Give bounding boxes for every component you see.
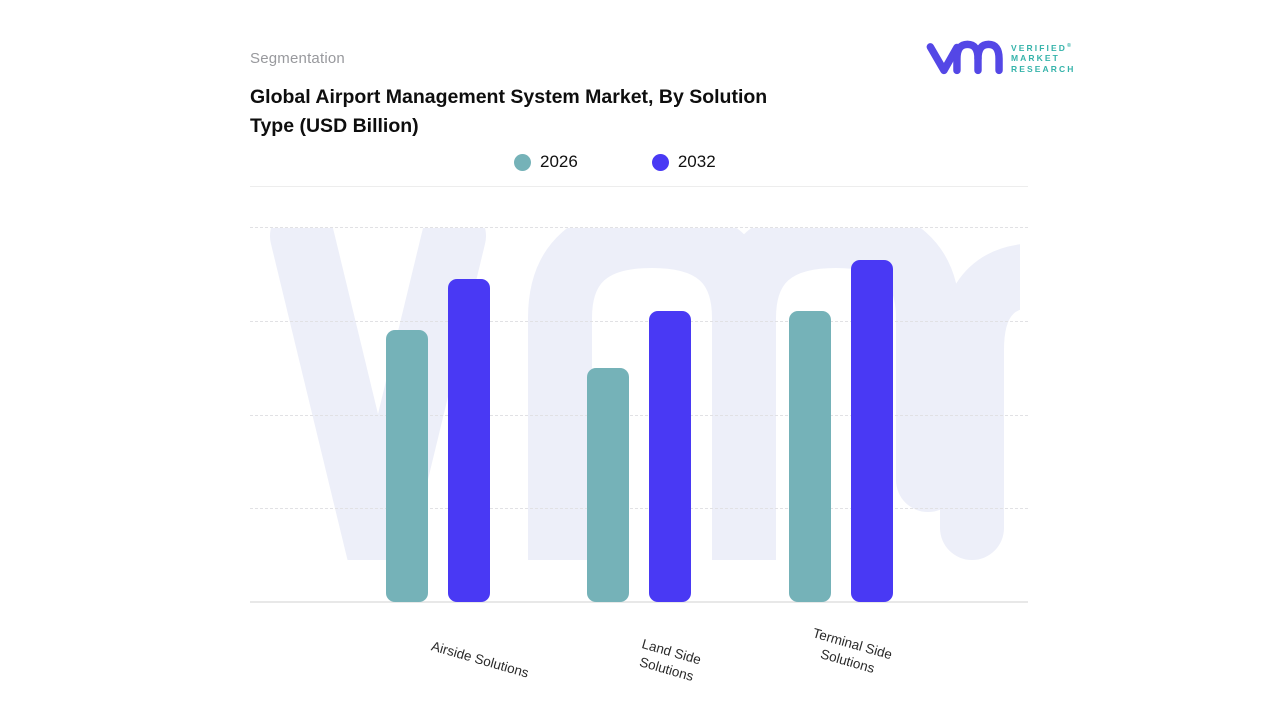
x-axis-label-line: Airside Solutions bbox=[429, 638, 531, 681]
x-axis-label-airside-solutions: Airside Solutions bbox=[401, 629, 560, 690]
legend-label-2032: 2032 bbox=[677, 152, 716, 171]
bar-2026-airside-solutions[interactable] bbox=[386, 330, 428, 602]
gridline bbox=[250, 414, 1028, 416]
gridline bbox=[250, 508, 1028, 510]
legend-dot-2026 bbox=[514, 153, 531, 171]
logo-wordmark-line2: MARKET bbox=[1011, 53, 1060, 64]
bar-2026-terminal-side-solutions[interactable] bbox=[789, 311, 831, 602]
logo-wordmark-line3: RESEARCH bbox=[1011, 64, 1076, 75]
plot-area bbox=[250, 200, 1028, 603]
legend-dot-2032 bbox=[651, 153, 669, 171]
bar-2032-land-side-solutions[interactable] bbox=[649, 311, 691, 602]
bar-2026-land-side-solutions[interactable] bbox=[587, 368, 629, 602]
header-divider bbox=[250, 186, 1028, 187]
legend-item-2026[interactable]: 2026 bbox=[514, 152, 578, 172]
x-axis-label-terminal-side-solutions: Terminal Side Solutions bbox=[768, 614, 931, 692]
segmentation-label: Segmentation bbox=[250, 50, 345, 67]
x-axis-baseline bbox=[250, 601, 1028, 603]
legend-label-2026: 2026 bbox=[540, 152, 578, 171]
registered-trademark: ® bbox=[1067, 42, 1072, 49]
legend-item-2032[interactable]: 2032 bbox=[651, 152, 716, 172]
bar-2032-airside-solutions[interactable] bbox=[448, 279, 490, 602]
chart-title: Global Airport Management System Market,… bbox=[250, 83, 767, 141]
logo-wordmark-line1: VERIFIED® bbox=[1011, 42, 1072, 53]
vmr-monogram-icon bbox=[926, 40, 1003, 75]
vmr-watermark-icon bbox=[270, 228, 1020, 560]
chart-title-line2: Type (USD Billion) bbox=[250, 115, 419, 137]
bar-2032-terminal-side-solutions[interactable] bbox=[851, 260, 893, 602]
logo-wordmark: VERIFIED® MARKET RESEARCH bbox=[1011, 41, 1076, 76]
vmr-logo: VERIFIED® MARKET RESEARCH bbox=[926, 38, 1076, 78]
gridline bbox=[250, 227, 1028, 229]
gridline bbox=[250, 320, 1028, 322]
x-axis-label-land-side-solutions: Land Side Solutions bbox=[587, 622, 750, 700]
legend: 2026 2032 bbox=[514, 150, 716, 174]
chart-title-line1: Global Airport Management System Market,… bbox=[250, 86, 768, 108]
